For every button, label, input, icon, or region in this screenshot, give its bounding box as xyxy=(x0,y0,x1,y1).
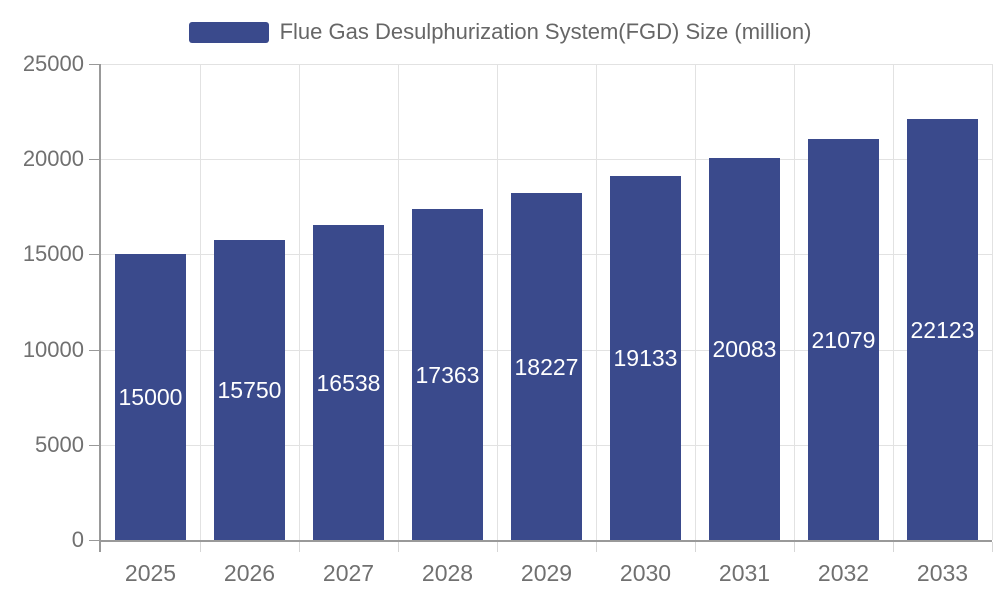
gridline-v xyxy=(596,64,597,540)
x-axis-tick xyxy=(497,542,498,552)
legend-swatch xyxy=(188,21,269,43)
x-tick-label-2030: 2030 xyxy=(619,560,672,586)
x-tick-label-2027: 2027 xyxy=(322,560,375,586)
gridline-v xyxy=(200,64,201,540)
gridline-h xyxy=(101,159,992,160)
bar-2025[interactable] xyxy=(115,254,186,540)
x-axis-tick xyxy=(200,542,201,552)
x-axis-tick xyxy=(695,542,696,552)
y-axis-tick xyxy=(89,254,101,255)
y-axis-tick xyxy=(89,445,101,446)
y-axis-tick xyxy=(89,350,101,351)
y-tick-label-15000: 15000 xyxy=(22,241,84,266)
x-tick-label-2025: 2025 xyxy=(124,560,177,586)
bar-value-label: 17363 xyxy=(415,362,480,388)
legend-item[interactable]: Flue Gas Desulphurization System(FGD) Si… xyxy=(188,19,812,44)
gridline-h xyxy=(101,64,992,65)
gridline-v xyxy=(992,64,993,540)
gridline-v xyxy=(893,64,894,540)
bar-value-label: 18227 xyxy=(514,354,579,380)
bar-value-label: 15000 xyxy=(118,384,183,410)
x-axis-tick xyxy=(992,542,993,552)
bar-2033[interactable] xyxy=(907,119,978,540)
x-axis-tick xyxy=(794,542,795,552)
bar-2029[interactable] xyxy=(511,193,582,540)
y-tick-label-5000: 5000 xyxy=(35,432,84,457)
y-axis-tick xyxy=(89,540,101,541)
gridline-v xyxy=(695,64,696,540)
bar-value-label: 19133 xyxy=(613,345,678,371)
bar-2026[interactable] xyxy=(214,240,285,540)
x-axis-tick xyxy=(893,542,894,552)
bar-2030[interactable] xyxy=(610,176,681,540)
bar-value-label: 20083 xyxy=(712,336,777,362)
x-tick-label-2031: 2031 xyxy=(718,560,771,586)
gridline-v xyxy=(497,64,498,540)
y-tick-label-25000: 25000 xyxy=(22,51,84,76)
y-tick-label-10000: 10000 xyxy=(22,337,84,362)
legend: Flue Gas Desulphurization System(FGD) Si… xyxy=(0,20,1000,44)
bar-2027[interactable] xyxy=(313,225,384,540)
gridline-v xyxy=(794,64,795,540)
x-axis-tick xyxy=(398,542,399,552)
bar-value-label: 21079 xyxy=(811,327,876,353)
bar-value-label: 16538 xyxy=(316,370,381,396)
x-tick-label-2033: 2033 xyxy=(916,560,969,586)
bar-2031[interactable] xyxy=(709,158,780,540)
gridline-v xyxy=(398,64,399,540)
x-tick-label-2032: 2032 xyxy=(817,560,870,586)
x-tick-label-2028: 2028 xyxy=(421,560,474,586)
y-axis-tick xyxy=(89,159,101,160)
bar-value-label: 22123 xyxy=(910,317,975,343)
bar-2032[interactable] xyxy=(808,139,879,540)
x-axis-tick xyxy=(596,542,597,552)
x-axis-tick xyxy=(299,542,300,552)
y-axis-line xyxy=(99,64,101,552)
y-tick-label-0: 0 xyxy=(71,527,84,552)
x-axis-line xyxy=(99,540,992,542)
y-axis-tick xyxy=(89,64,101,65)
y-tick-label-20000: 20000 xyxy=(22,146,84,171)
x-tick-label-2026: 2026 xyxy=(223,560,276,586)
x-tick-label-2029: 2029 xyxy=(520,560,573,586)
bar-value-label: 15750 xyxy=(217,377,282,403)
bar-2028[interactable] xyxy=(412,209,483,540)
gridline-v xyxy=(299,64,300,540)
legend-label: Flue Gas Desulphurization System(FGD) Si… xyxy=(279,19,812,44)
